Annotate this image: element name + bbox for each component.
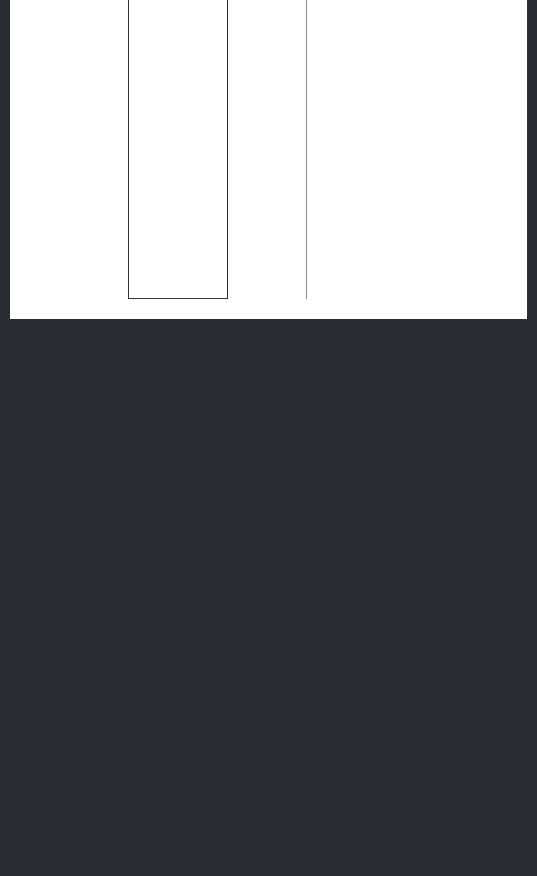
- step3-box: With our choice that dv = cos(3x) dx, th…: [128, 0, 228, 299]
- step2-line: Now, since u = 8x, then du = 8 ✔ 8 dx.: [256, 0, 276, 299]
- step3-line1: With our choice that dv = cos(3x) dx, th…: [181, 0, 217, 286]
- footer-buttons: SubmitSkip (you cannot come back): [99, 0, 122, 299]
- step1-line2: to be u, with the rest becoming dv.: [364, 0, 381, 299]
- prompt-text: Evaluate the integral.: [484, 0, 501, 299]
- step1-label: Step 1: [415, 0, 432, 299]
- separator: [306, 0, 307, 299]
- step1-line1: To use the integration-by-parts formula …: [380, 0, 412, 299]
- step1-line4: dv = cos(3x) ✔ cos(3x) dx.: [317, 0, 337, 299]
- main-integral: ∫ 8x cos(3x) dx: [438, 0, 482, 299]
- step3-line2: substitution.: [162, 0, 181, 286]
- step1-line3: Since the goal is to produce a simpler i…: [341, 0, 358, 299]
- step3-line3: In this case (ignoring the constant of i…: [139, 0, 158, 286]
- step2-label: Step 2: [279, 0, 296, 299]
